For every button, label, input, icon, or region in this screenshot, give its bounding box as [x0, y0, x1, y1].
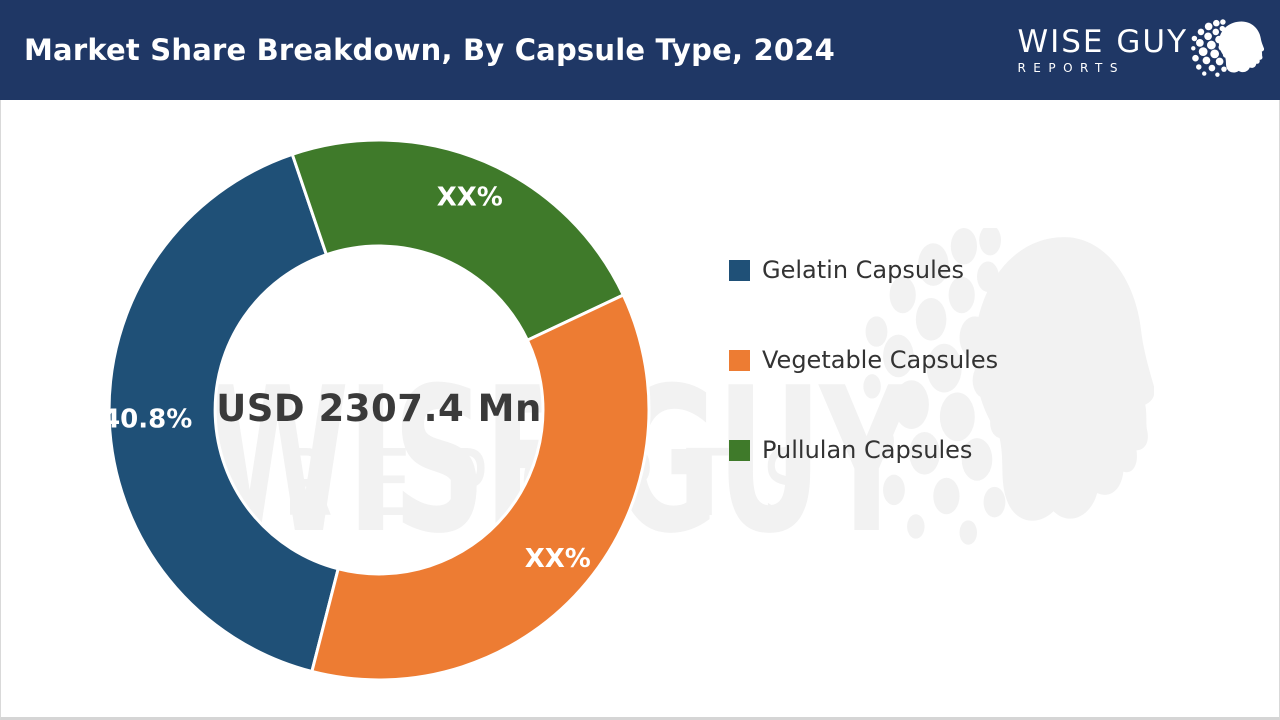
brand-name: WISE GUY — [1017, 23, 1188, 60]
slice-value-label: 40.8% — [102, 405, 192, 435]
chart-legend: Gelatin Capsules Vegetable Capsules Pull… — [729, 256, 998, 526]
donut-slice-pullulan-capsules — [290, 138, 625, 342]
legend-swatch-green — [729, 439, 750, 461]
chart-center-value: USD 2307.4 Mn — [216, 387, 542, 430]
header-bar: Market Share Breakdown, By Capsule Type,… — [0, 0, 1280, 100]
donut-slice-vegetable-capsules — [310, 293, 651, 682]
brand-logo: WISE GUY REPORTS — [1017, 7, 1264, 93]
legend-label: Vegetable Capsules — [762, 346, 999, 374]
legend-swatch-blue — [729, 259, 750, 281]
legend-item-gelatin-capsules: Gelatin Capsules — [729, 256, 998, 284]
brand-subtitle: REPORTS — [1017, 60, 1125, 75]
watermark-face-icon — [863, 228, 1154, 545]
legend-swatch-orange — [729, 349, 750, 371]
legend-label: Gelatin Capsules — [762, 256, 965, 284]
legend-item-pullulan-capsules: Pullulan Capsules — [729, 436, 998, 464]
brand-logo-text: WISE GUY REPORTS — [1017, 26, 1188, 75]
page-title: Market Share Breakdown, By Capsule Type,… — [24, 33, 836, 67]
brand-face-icon — [1191, 19, 1264, 77]
legend-label: Pullulan Capsules — [762, 436, 973, 464]
donut-slice-gelatin-capsules — [107, 152, 340, 673]
slice-value-label: XX% — [525, 544, 591, 574]
legend-item-vegetable-capsules: Vegetable Capsules — [729, 346, 998, 374]
donut-chart: 40.8% XX% XX% — [102, 138, 651, 682]
slice-value-label: XX% — [437, 183, 503, 213]
chart-canvas: WISE GUY REPORTS 40.8%XX%XX% USD 2307.4 … — [0, 100, 1280, 720]
